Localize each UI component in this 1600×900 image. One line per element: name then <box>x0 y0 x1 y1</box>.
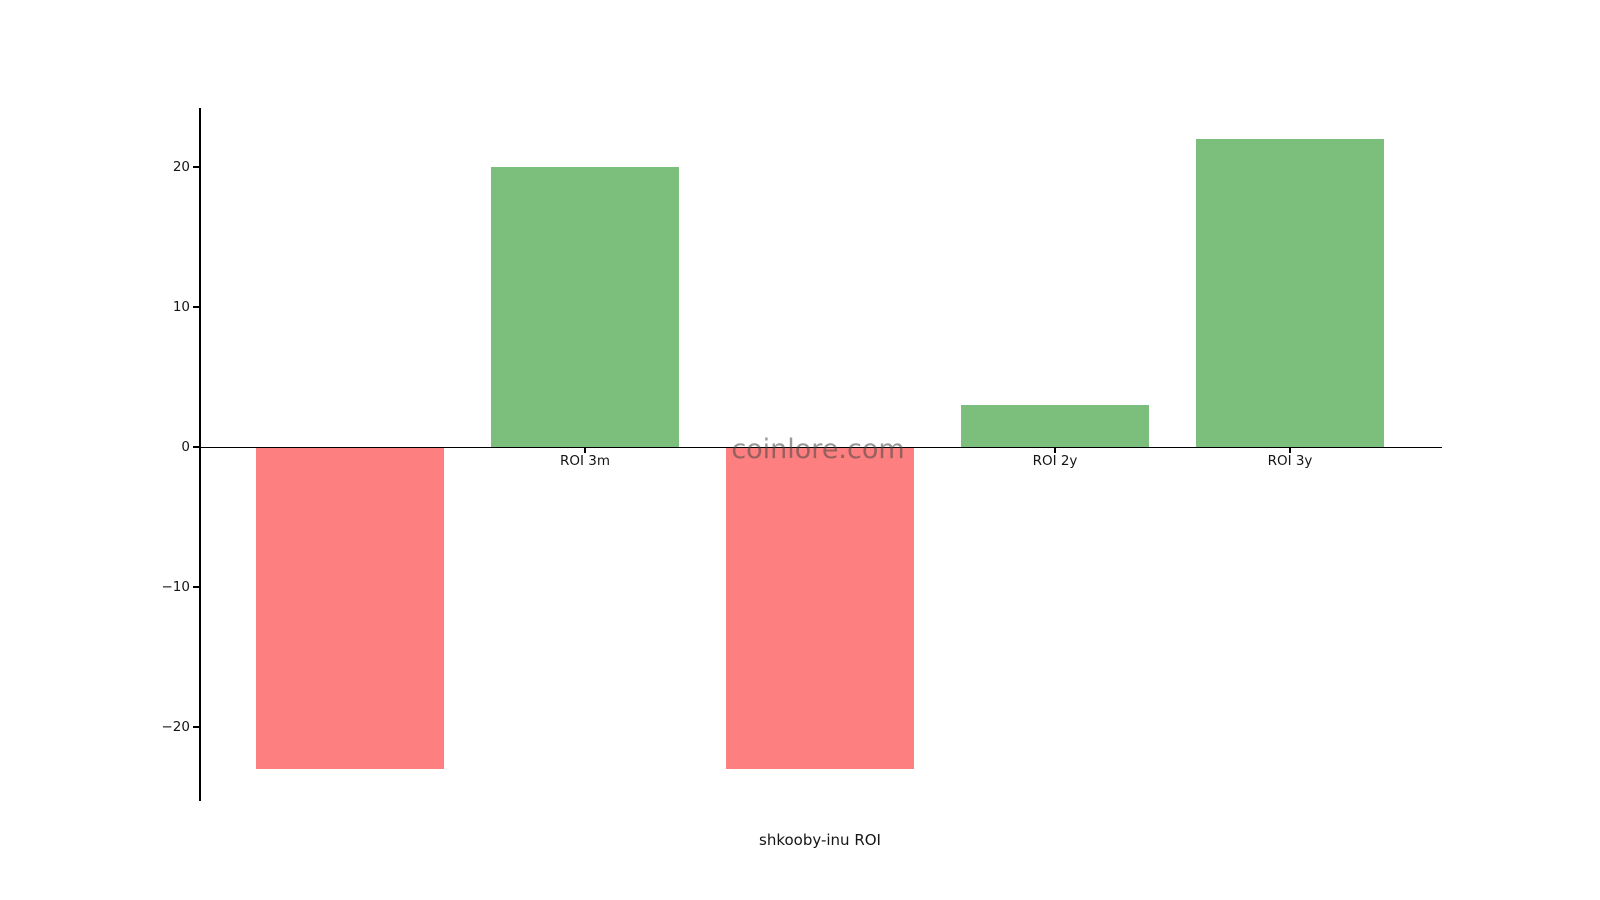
x-tick-label: ROI 3m <box>559 453 611 469</box>
x-tick-mark <box>1289 448 1291 453</box>
bar-1 <box>256 447 444 769</box>
x-tick-mark <box>584 448 586 453</box>
bar-5 <box>1196 139 1384 447</box>
x-axis-title: shkooby-inu ROI <box>759 831 881 849</box>
bar-2 <box>491 167 679 447</box>
y-tick-mark <box>193 166 199 168</box>
bar-3 <box>726 447 914 769</box>
x-tick-label: ROI 2y <box>1032 453 1078 469</box>
y-tick-label: −20 <box>161 719 191 735</box>
y-tick-mark <box>193 446 199 448</box>
y-tick-label: 10 <box>172 299 190 315</box>
y-tick-label: 20 <box>172 159 190 175</box>
bar-4 <box>961 405 1149 447</box>
y-tick-label: −10 <box>161 579 191 595</box>
y-tick-label: 0 <box>181 439 190 455</box>
y-tick-mark <box>193 306 199 308</box>
x-tick-mark <box>1054 448 1056 453</box>
y-tick-mark <box>193 726 199 728</box>
y-tick-mark <box>193 586 199 588</box>
watermark-text: coinlore.com <box>731 434 905 465</box>
x-tick-label: ROI 3y <box>1267 453 1313 469</box>
x-axis-line <box>199 446 1442 448</box>
y-axis-spine <box>199 108 201 801</box>
